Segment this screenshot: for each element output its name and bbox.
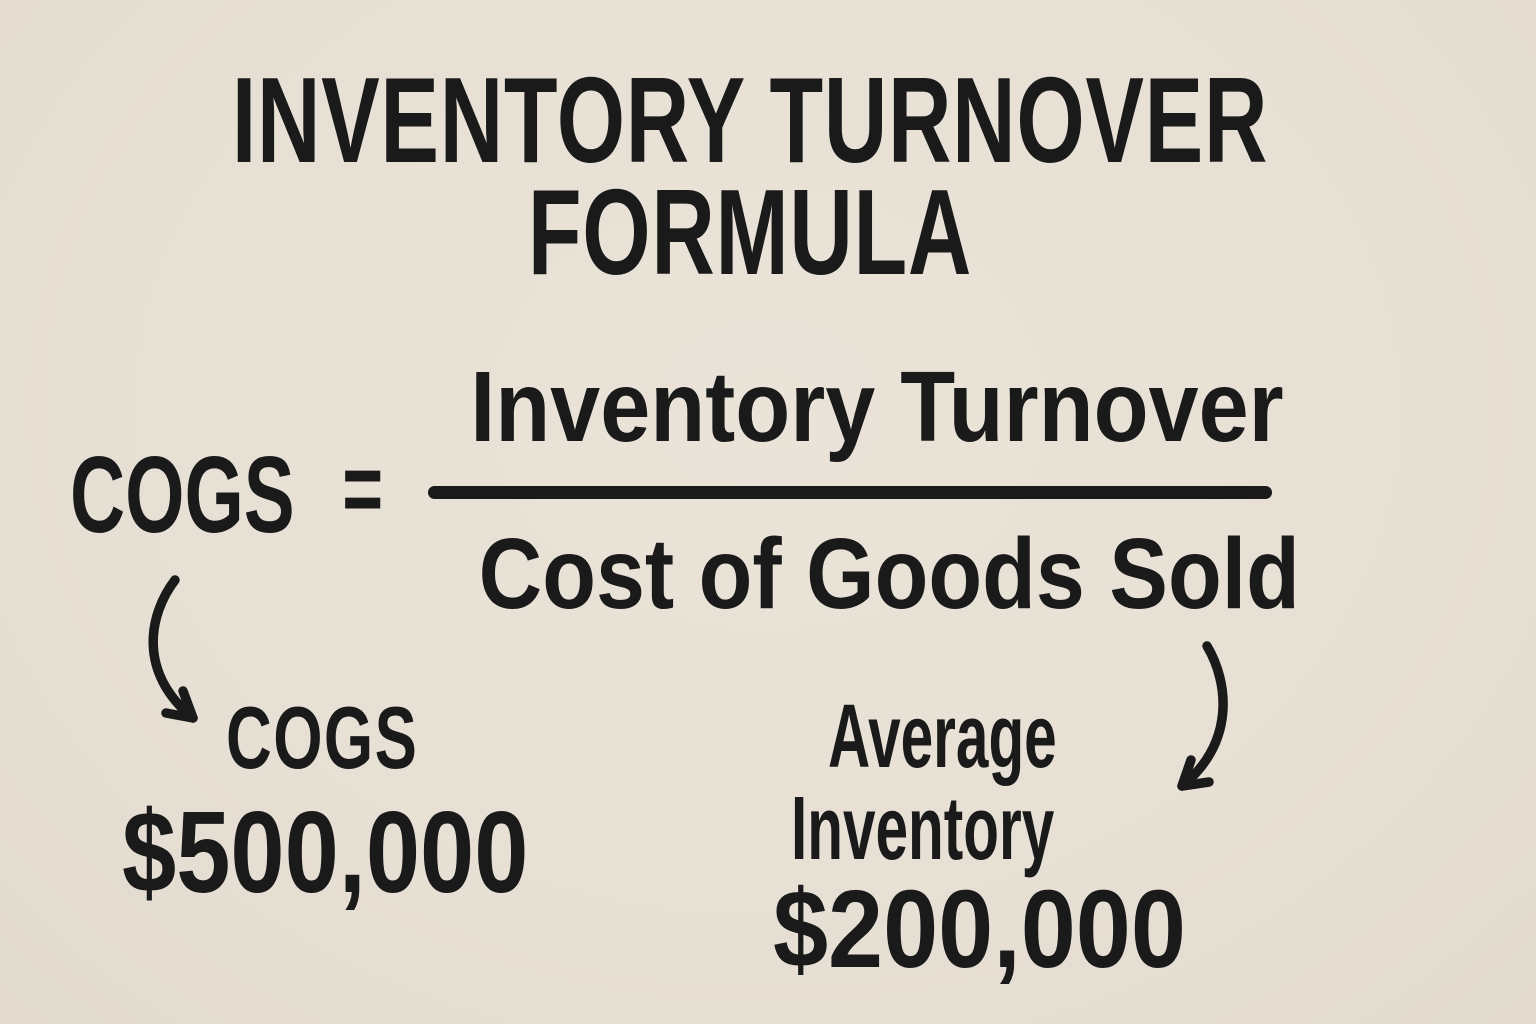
right-arrow-head	[1177, 755, 1214, 791]
average-inventory-label-line-2: Inventory	[791, 779, 1055, 879]
formula-fraction: Inventory Turnover Cost of Goods Sold	[428, 350, 1300, 632]
fraction-denominator: Cost of Goods Sold	[478, 518, 1300, 630]
curved-arrow-down-left-icon	[1177, 641, 1228, 791]
formula-lhs: COGS =	[70, 432, 384, 556]
cogs-annotation-value: $500,000	[122, 787, 529, 917]
formula-lhs-term: COGS	[70, 434, 295, 556]
left-arrow-head	[161, 686, 198, 723]
page-title-line-2: FORMULA	[527, 164, 973, 300]
cogs-annotation-label: COGS	[226, 688, 419, 787]
average-inventory-label-line-1: Average	[828, 687, 1057, 787]
right-arrow-shaft	[1177, 641, 1228, 791]
page-title-line-1: INVENTORY TURNOVER	[231, 52, 1269, 188]
fraction-numerator: Inventory Turnover	[470, 351, 1284, 463]
average-inventory-value: $200,000	[773, 868, 1186, 991]
fraction-bar	[428, 486, 1272, 499]
curved-arrow-down-right-icon	[148, 575, 198, 723]
equals-sign: =	[342, 432, 384, 545]
left-arrow-shaft	[148, 575, 198, 723]
